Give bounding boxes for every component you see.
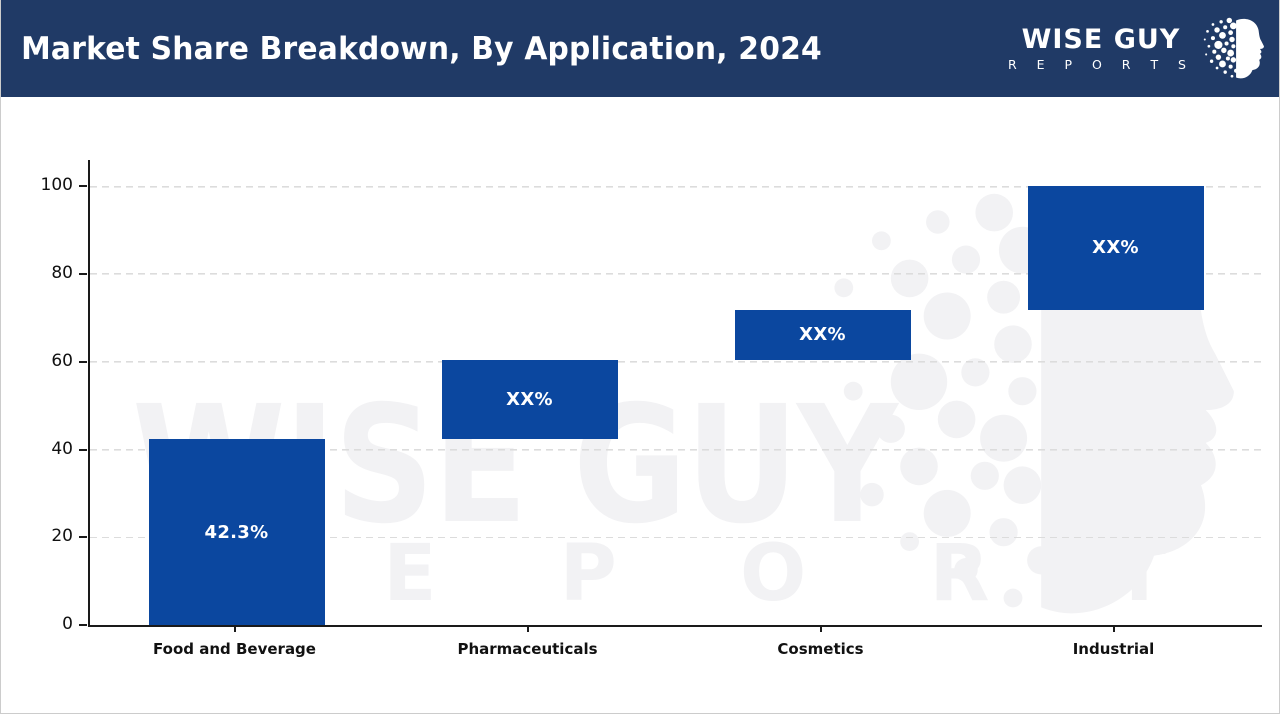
brand-logo-text: WISE GUY R E P O R T S	[1007, 24, 1194, 72]
brand-subtitle: R E P O R T S	[1007, 56, 1194, 72]
y-tick-mark	[79, 448, 87, 451]
x-tick-label-pharmaceuticals: Pharmaceuticals	[457, 640, 598, 658]
y-tick-mark	[79, 273, 87, 276]
bar-industrial: XX%	[1027, 186, 1204, 310]
y-tick-mark	[79, 360, 87, 363]
chart-title: Market Share Breakdown, By Application, …	[21, 30, 822, 67]
gridline-40	[90, 448, 1262, 451]
x-tick-mark	[1112, 625, 1115, 632]
x-tick-mark	[233, 625, 236, 632]
brand-face-icon	[1198, 8, 1266, 90]
bar-value-label: XX%	[1092, 237, 1139, 259]
bar-value-label: 42.3%	[204, 521, 269, 543]
gridline-100	[90, 185, 1262, 188]
y-tick-label: 40	[51, 438, 73, 459]
bar-pharmaceuticals: XX%	[441, 359, 618, 440]
bar-value-label: XX%	[506, 389, 553, 410]
brand-name: WISE GUY	[1021, 24, 1181, 56]
x-tick-mark	[526, 625, 529, 632]
y-tick-mark	[79, 536, 87, 539]
x-tick-mark	[819, 625, 822, 632]
bar-value-label: XX%	[799, 324, 846, 346]
y-tick-label: 80	[51, 263, 73, 284]
gridline-20	[90, 536, 1262, 539]
y-tick-label: 60	[51, 350, 73, 371]
x-tick-label-food-and-beverage: Food and Beverage	[153, 640, 316, 658]
plot-area: 42.3% XX% XX% XX%	[88, 160, 1262, 627]
x-tick-label-cosmetics: Cosmetics	[777, 640, 864, 658]
bar-cosmetics: XX%	[734, 309, 911, 360]
gridline-80	[90, 273, 1262, 276]
y-tick-label: 20	[51, 526, 73, 547]
x-tick-label-industrial: Industrial	[1072, 640, 1155, 658]
brand-logo: WISE GUY R E P O R T S	[1008, 6, 1266, 92]
y-tick-label: 0	[62, 614, 73, 634]
gridline-60	[90, 360, 1262, 363]
y-tick-mark	[79, 185, 87, 188]
header-bar: Market Share Breakdown, By Application, …	[0, 0, 1280, 97]
y-tick-mark	[79, 624, 87, 626]
bar-food-and-beverage: 42.3%	[148, 439, 325, 625]
y-tick-label: 100	[40, 175, 73, 196]
